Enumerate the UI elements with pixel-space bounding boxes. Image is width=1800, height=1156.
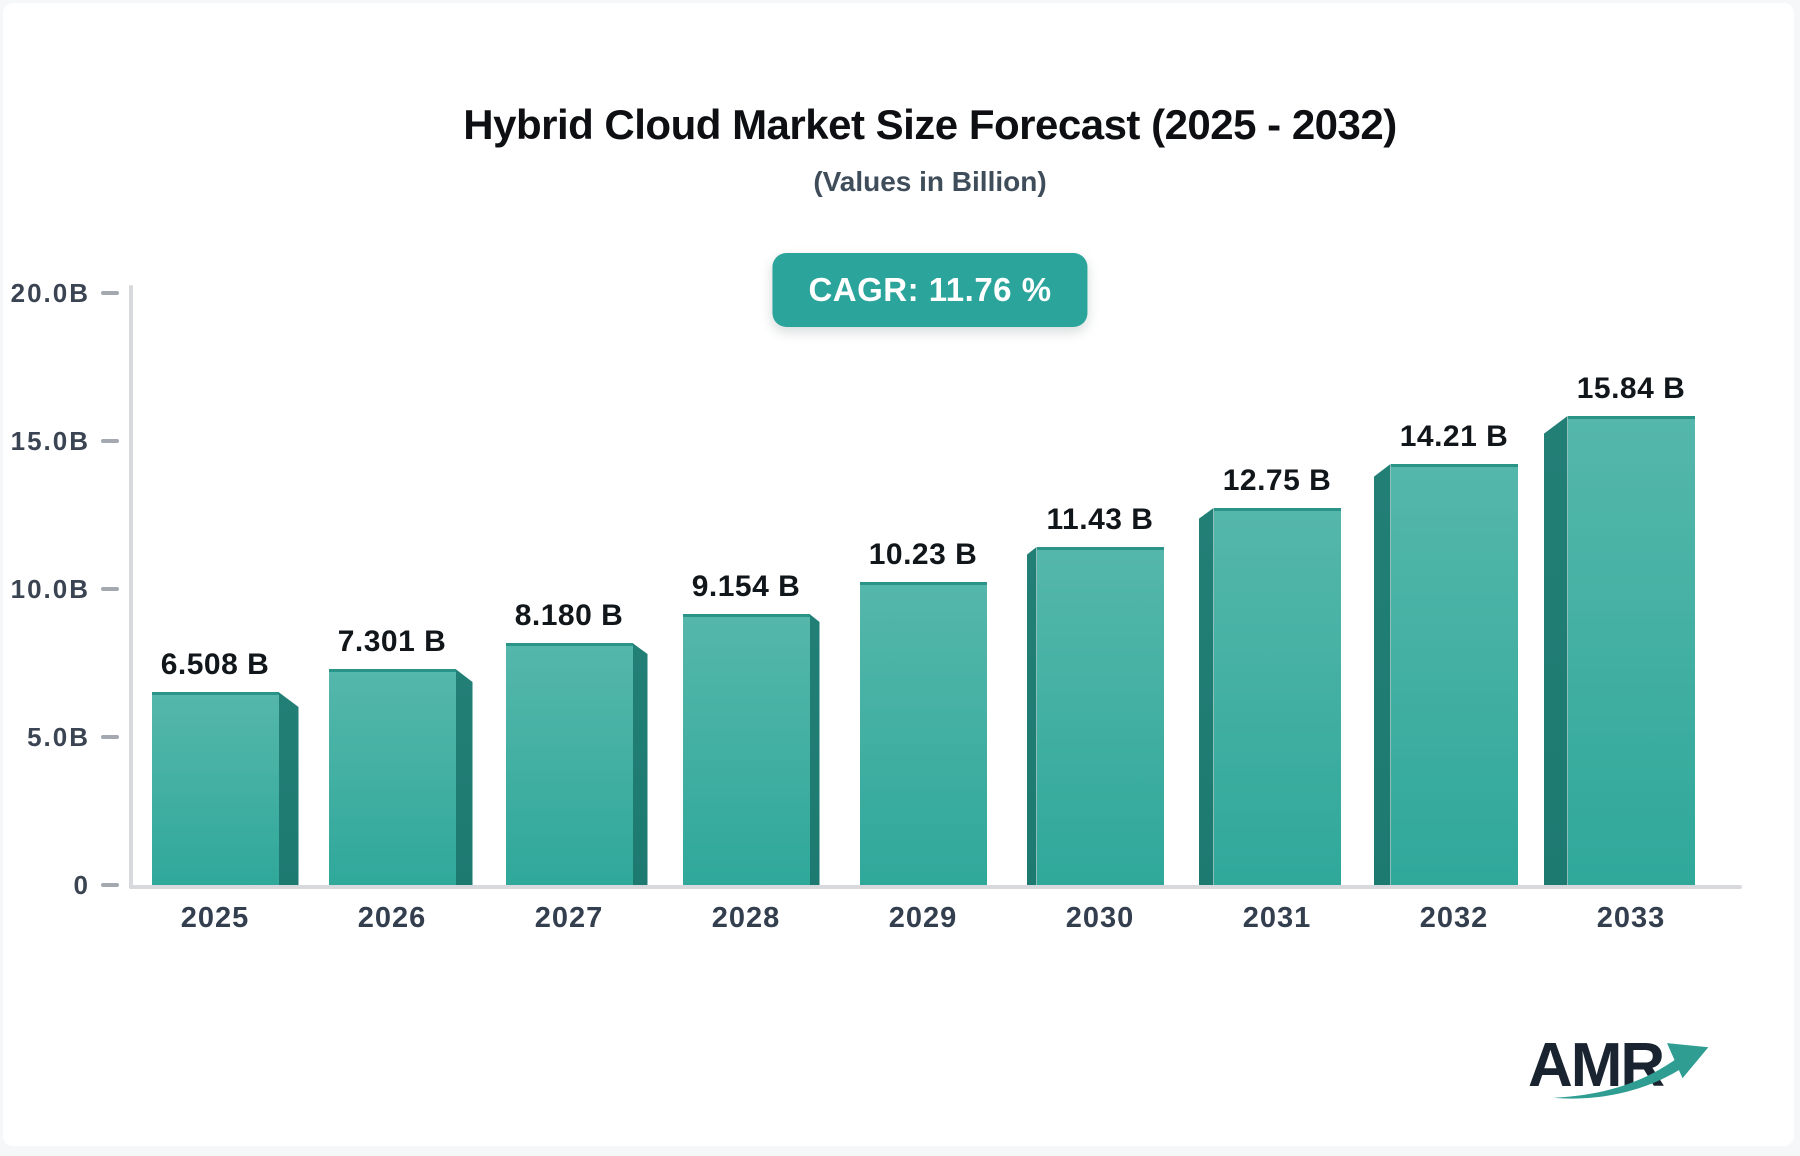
x-tick-label-2030: 2030	[1065, 902, 1135, 934]
x-tick-label-2027: 2027	[534, 902, 604, 934]
bar-value-label-2028: 9.154 B	[691, 570, 801, 603]
chart-subtitle: (Values in Billion)	[813, 166, 1047, 197]
cagr-badge-label: CAGR: 11.76 %	[808, 271, 1052, 308]
bar-2029	[859, 582, 987, 885]
y-tick-mark	[101, 883, 119, 887]
y-tick-mark	[101, 291, 119, 295]
y-tick-label-5.0B: 5.0B	[27, 722, 90, 752]
bar-2027	[505, 643, 633, 885]
bar-value-label-2033: 15.84 B	[1576, 372, 1686, 405]
x-tick-label-2025: 2025	[180, 902, 250, 934]
bar-2028	[682, 614, 810, 885]
x-tick-label-2033: 2033	[1596, 902, 1666, 934]
bar-3d-side-2031	[1198, 508, 1214, 885]
y-tick-label-10.0B: 10.0B	[10, 574, 90, 604]
bar-2030	[1036, 547, 1164, 885]
chart-title: Hybrid Cloud Market Size Forecast (2025 …	[463, 101, 1397, 148]
bar-value-label-2029: 10.23 B	[868, 538, 978, 571]
bar-3d-side-2027	[632, 643, 648, 885]
y-tick-mark	[101, 735, 119, 739]
x-tick-label-2031: 2031	[1242, 902, 1312, 934]
bar-value-label-2027: 8.180 B	[514, 599, 624, 632]
x-tick-label-2029: 2029	[888, 902, 958, 934]
bar-value-label-2030: 11.43 B	[1046, 503, 1154, 536]
bar-3d-side-2033	[1543, 416, 1568, 885]
bar-value-label-2032: 14.21 B	[1399, 420, 1509, 453]
cagr-badge: CAGR: 11.76 %	[772, 253, 1088, 327]
bar-2026	[328, 669, 456, 885]
bar-2033	[1567, 416, 1695, 885]
bar-2032	[1390, 464, 1518, 885]
bar-value-label-2031: 12.75 B	[1222, 464, 1332, 497]
bar-3d-side-2030	[1026, 547, 1037, 885]
x-tick-label-2032: 2032	[1419, 902, 1489, 934]
bar-2025	[151, 692, 279, 885]
y-tick-mark	[101, 587, 119, 591]
bar-3d-side-2026	[455, 669, 473, 885]
x-tick-label-2028: 2028	[711, 902, 781, 934]
x-tick-label-2026: 2026	[357, 902, 427, 934]
y-tick-label-15.0B: 15.0B	[10, 426, 90, 456]
y-axis-line	[129, 285, 133, 889]
bar-2031	[1213, 508, 1341, 885]
bar-3d-side-2025	[278, 692, 299, 885]
bar-3d-side-2028	[809, 614, 820, 885]
y-tick-label-20.0B: 20.0B	[10, 278, 90, 308]
y-tick-label-0: 0	[73, 870, 90, 900]
x-axis-line	[129, 885, 1742, 889]
bar-value-label-2025: 6.508 B	[160, 648, 270, 681]
y-tick-mark	[101, 439, 119, 443]
bar-3d-side-2032	[1373, 464, 1391, 885]
amr-logo-text: AMR	[1528, 1031, 1665, 1100]
amr-logo: AMR	[1528, 1030, 1738, 1110]
bar-value-label-2026: 7.301 B	[337, 625, 447, 658]
growth-arrow-icon	[1553, 1043, 1709, 1099]
